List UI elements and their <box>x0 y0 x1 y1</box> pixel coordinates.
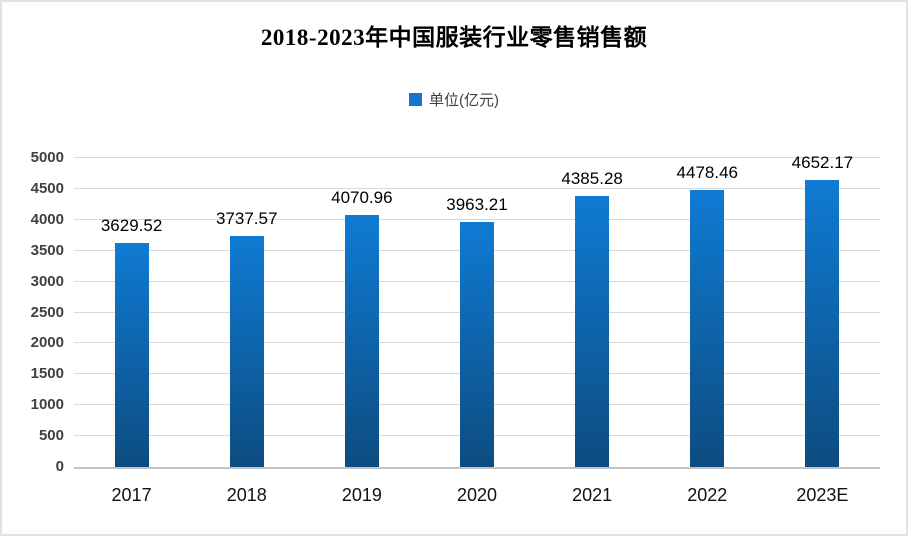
x-tick-label-2023E: 2023E <box>796 485 849 505</box>
bars: 3629.52 3737.57 4070.96 3963.21 4385.28 4478.… <box>74 153 880 467</box>
gridline <box>74 218 880 220</box>
x-tick-label-2018: 2018 <box>226 485 267 505</box>
bar-slot: 3963.21 <box>419 158 534 467</box>
bar-2023E[interactable] <box>805 179 840 467</box>
y-tick-label: 1000 <box>30 396 64 414</box>
legend: 单位(亿元) <box>2 89 906 110</box>
bar-2022[interactable] <box>690 190 725 467</box>
bar-slot: 4070.96 <box>304 158 419 467</box>
x-tick-label-2020: 2020 <box>456 485 498 505</box>
y-tick-label: 2500 <box>30 303 64 321</box>
y-tick-label: 3500 <box>30 241 64 259</box>
bar-value-label: 3963.21 <box>446 195 508 215</box>
y-tick-label: 4500 <box>30 179 64 197</box>
y-tick-label: 500 <box>38 427 64 445</box>
bar-value-label: 3737.57 <box>215 209 278 229</box>
y-tick-label: 1500 <box>30 365 64 383</box>
x-tick-label-2021: 2021 <box>572 485 613 505</box>
x-tick-label-2022: 2022 <box>687 485 728 505</box>
x-tick-label-2019: 2019 <box>341 485 382 505</box>
bar-2019[interactable] <box>344 215 379 467</box>
bar-value-label: 4652.17 <box>791 152 854 172</box>
bar-value-label: 4385.28 <box>561 169 623 188</box>
y-axis-labels: 0 500 1000 1500 2000 2500 3000 3500 4000 4500 5000 <box>2 149 64 475</box>
gridline <box>74 187 880 189</box>
bar-slot: 4385.28 <box>535 158 650 467</box>
legend-swatch-icon <box>409 93 422 106</box>
legend-label: 单位(亿元) <box>429 92 499 109</box>
bar-value-label: 3629.52 <box>100 215 163 235</box>
bar-2020[interactable] <box>459 222 494 467</box>
bar-2021[interactable] <box>575 196 610 467</box>
plot-area: 3629.52 3737.57 4070.96 3963.21 4385.28 4478.… <box>74 153 880 469</box>
x-tick-label-2017: 2017 <box>111 485 152 505</box>
bar-value-label: 4478.46 <box>676 163 738 183</box>
bar-slot: 3629.52 <box>74 158 189 467</box>
y-tick-label: 0 <box>55 458 64 475</box>
y-tick-label: 2000 <box>30 334 64 352</box>
bar-slot: 4652.17 <box>765 153 880 467</box>
x-axis-labels: 2017 2018 2019 2020 2021 2022 2023E <box>74 485 880 506</box>
y-tick-label: 3000 <box>30 272 64 290</box>
y-tick-label: 5000 <box>30 149 64 166</box>
bar-value-label: 4070.96 <box>331 188 393 208</box>
bar-2017[interactable] <box>114 242 149 467</box>
bar-2018[interactable] <box>229 236 264 467</box>
gridline <box>74 157 880 158</box>
bar-slot: 4478.46 <box>650 158 765 467</box>
y-tick-label: 4000 <box>30 210 64 228</box>
bar-slot: 3737.57 <box>189 158 304 467</box>
chart-title: 2018-2023年中国服装行业零售销售额 <box>260 25 648 50</box>
